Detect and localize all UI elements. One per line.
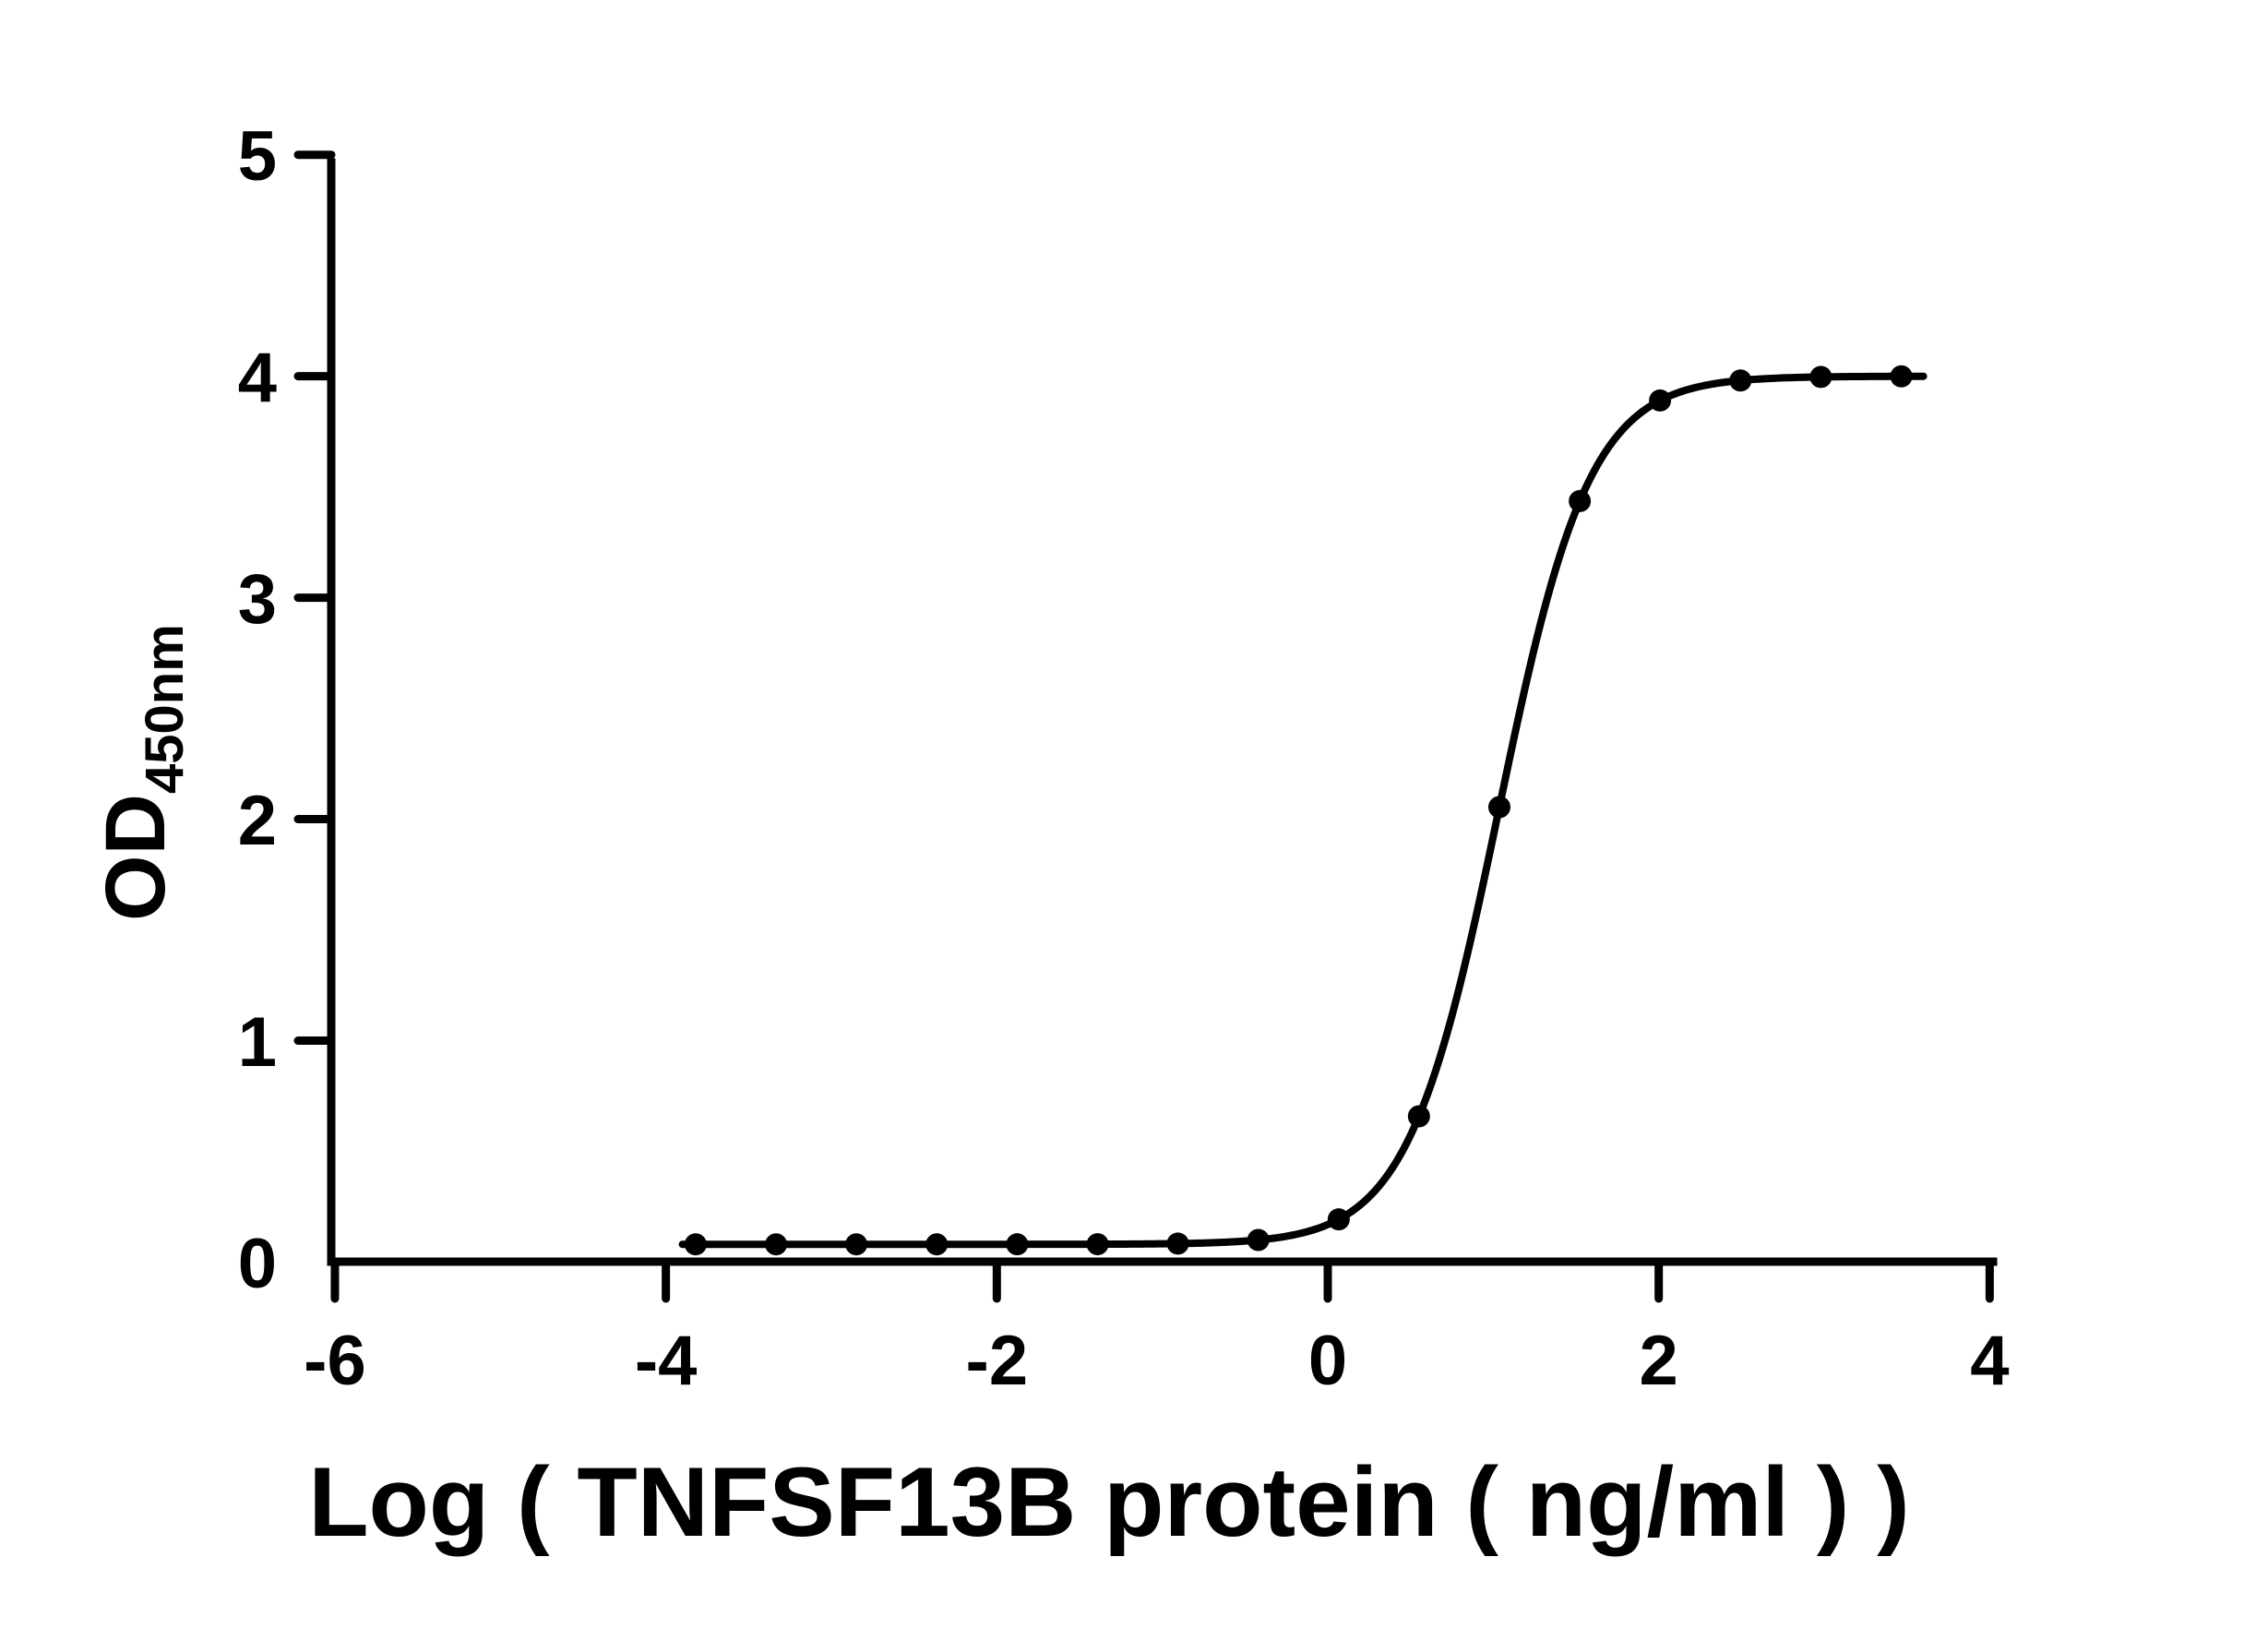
- svg-text:-4: -4: [635, 1322, 698, 1400]
- svg-text:Log ( TNFSF13B protein ( ng/ml: Log ( TNFSF13B protein ( ng/ml ) ): [308, 1446, 1910, 1557]
- svg-text:2: 2: [1640, 1322, 1678, 1400]
- svg-text:1: 1: [238, 1003, 277, 1082]
- svg-text:4: 4: [1970, 1322, 2009, 1400]
- svg-text:0: 0: [1308, 1322, 1347, 1400]
- svg-text:3: 3: [238, 560, 277, 639]
- svg-text:-2: -2: [966, 1322, 1029, 1400]
- svg-text:0: 0: [238, 1225, 277, 1303]
- svg-text:5: 5: [238, 117, 277, 196]
- svg-text:4: 4: [238, 339, 277, 417]
- svg-text:2: 2: [238, 782, 277, 860]
- svg-text:-6: -6: [304, 1322, 366, 1400]
- svg-text:OD450nm: OD450nm: [89, 624, 195, 921]
